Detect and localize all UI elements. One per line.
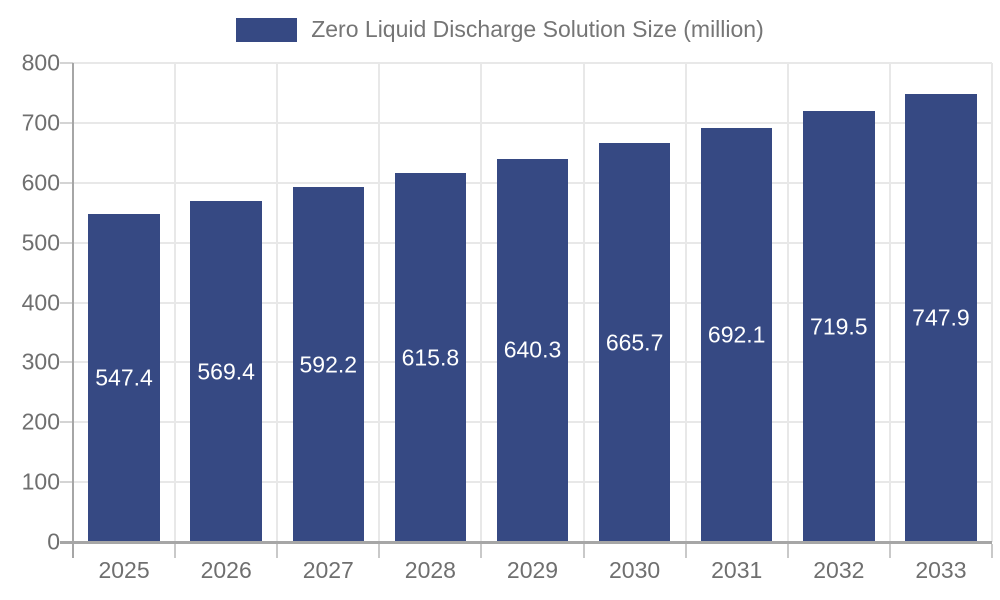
bar-2033[interactable]: 747.9 xyxy=(905,94,977,542)
bar-2025[interactable]: 547.4 xyxy=(88,214,160,542)
x-axis-label-2032: 2032 xyxy=(813,557,865,583)
y-axis-label-0: 0 xyxy=(47,528,60,555)
bar-2029[interactable]: 640.3 xyxy=(496,158,569,542)
bar-value-label-2030: 665.7 xyxy=(605,329,664,356)
x-tick-2 xyxy=(276,544,279,558)
y-axis-line xyxy=(72,63,74,558)
bar-value-label-2025: 547.4 xyxy=(95,364,153,391)
bar-2027[interactable]: 592.2 xyxy=(292,187,364,542)
x-axis-label-2033: 2033 xyxy=(915,557,967,583)
bar-value-label-2028: 615.8 xyxy=(401,344,460,371)
x-tick-3 xyxy=(378,544,381,558)
x-tick-9 xyxy=(991,544,993,558)
y-tick-300 xyxy=(60,361,73,364)
bar-value-label-2027: 592.2 xyxy=(299,351,358,378)
x-axis-label-2027: 2027 xyxy=(302,557,354,583)
y-axis-label-200: 200 xyxy=(21,408,60,435)
x-axis-label-2030: 2030 xyxy=(609,557,661,583)
legend-item[interactable]: Zero Liquid Discharge Solution Size (mil… xyxy=(236,16,764,43)
y-tick-400 xyxy=(60,301,73,304)
x-tick-1 xyxy=(174,544,177,558)
x-axis-label-2028: 2028 xyxy=(404,557,456,583)
legend-swatch xyxy=(236,17,298,42)
legend-label: Zero Liquid Discharge Solution Size (mil… xyxy=(311,16,764,42)
y-axis-label-100: 100 xyxy=(21,468,60,495)
y-gridline-700 xyxy=(73,121,992,124)
x-gridline-7 xyxy=(786,63,789,542)
chart-legend: Zero Liquid Discharge Solution Size (mil… xyxy=(0,16,1000,43)
x-gridline-2 xyxy=(276,63,279,542)
x-tick-5 xyxy=(582,544,585,558)
y-tick-100 xyxy=(60,481,73,484)
y-axis-label-300: 300 xyxy=(21,348,60,375)
y-axis-label-700: 700 xyxy=(21,109,60,136)
x-axis-label-2029: 2029 xyxy=(506,557,559,583)
x-tick-7 xyxy=(786,544,789,558)
y-tick-600 xyxy=(60,181,73,184)
bar-2031[interactable]: 692.1 xyxy=(700,127,773,542)
bar-2032[interactable]: 719.5 xyxy=(803,111,875,542)
y-tick-800 xyxy=(60,62,73,64)
x-gridline-9 xyxy=(991,63,993,542)
x-axis-label-2031: 2031 xyxy=(711,557,763,583)
y-tick-500 xyxy=(60,241,73,244)
x-gridline-1 xyxy=(174,63,177,542)
x-gridline-8 xyxy=(888,63,891,542)
y-gridline-800 xyxy=(73,62,992,64)
x-axis-label-2025: 2025 xyxy=(98,557,150,583)
bar-value-label-2032: 719.5 xyxy=(810,313,868,340)
plot-area: 0 100 200 300 400 500 600 700 800 547.4 2025 569.4 2… xyxy=(22,51,993,583)
x-gridline-3 xyxy=(378,63,381,542)
y-axis-label-400: 400 xyxy=(21,289,60,315)
y-axis-label-800: 800 xyxy=(21,49,60,76)
bar-value-label-2031: 692.1 xyxy=(707,321,766,348)
x-gridline-5 xyxy=(582,63,585,542)
x-axis-line xyxy=(60,541,992,544)
bar-value-label-2026: 569.4 xyxy=(197,358,255,385)
bar-value-label-2029: 640.3 xyxy=(503,336,562,363)
y-tick-700 xyxy=(60,121,73,124)
x-axis-label-2026: 2026 xyxy=(200,557,252,583)
x-tick-4 xyxy=(480,544,483,558)
x-gridline-6 xyxy=(684,63,687,542)
y-axis-label-500: 500 xyxy=(21,229,60,256)
y-axis-label-600: 600 xyxy=(21,169,60,196)
x-tick-8 xyxy=(888,544,891,558)
bar-2026[interactable]: 569.4 xyxy=(190,201,262,542)
x-tick-6 xyxy=(684,544,687,558)
bar-2028[interactable]: 615.8 xyxy=(394,173,467,542)
bar-2030[interactable]: 665.7 xyxy=(598,143,671,542)
bar-value-label-2033: 747.9 xyxy=(912,304,970,331)
y-tick-200 xyxy=(60,421,73,424)
x-gridline-4 xyxy=(480,63,483,542)
